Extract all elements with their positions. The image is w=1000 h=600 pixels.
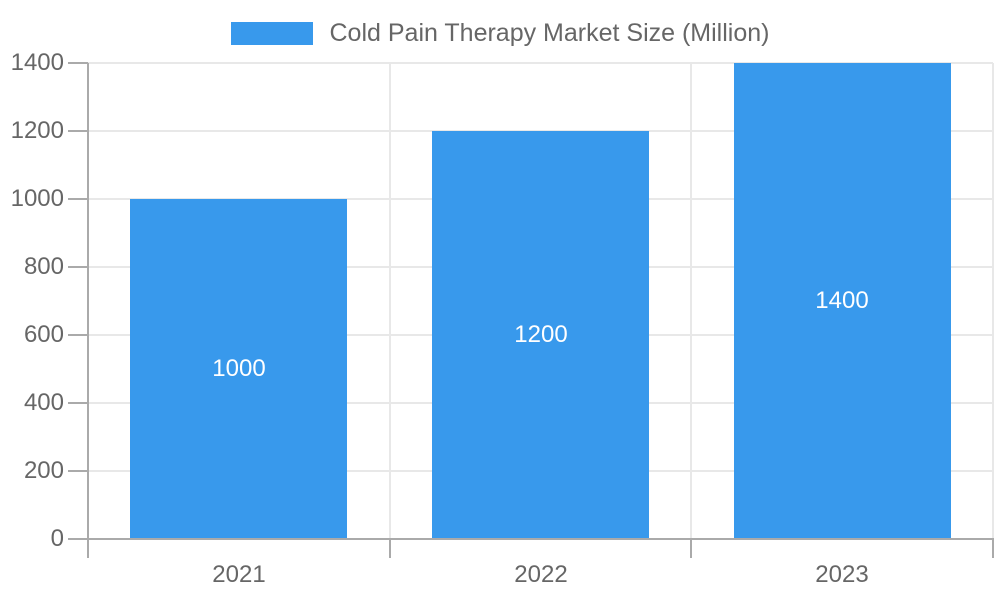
y-axis-tick — [68, 130, 88, 132]
x-tick-label: 2022 — [514, 561, 568, 588]
x-tick-label: 2023 — [815, 561, 869, 588]
x-axis-tick — [690, 539, 693, 558]
gridline-horizontal — [88, 62, 993, 64]
y-tick-label: 1400 — [10, 49, 64, 76]
y-axis-tick — [68, 470, 88, 472]
bar-2023[interactable] — [734, 63, 951, 539]
y-tick-label: 400 — [23, 389, 64, 416]
x-axis-tick — [388, 539, 391, 558]
bar-value-label: 1000 — [212, 355, 266, 382]
bar-2021[interactable] — [130, 199, 347, 539]
gridline-vertical — [690, 63, 693, 539]
chart-legend[interactable]: Cold Pain Therapy Market Size (Million) — [0, 16, 1000, 50]
gridline-vertical — [992, 63, 994, 539]
y-axis-line — [87, 63, 89, 541]
x-axis-tick — [87, 539, 89, 558]
y-axis-tick — [68, 538, 88, 540]
y-tick-label: 1200 — [10, 117, 64, 144]
y-tick-label: 800 — [23, 253, 64, 280]
y-tick-label: 600 — [23, 321, 64, 348]
x-axis-line — [87, 538, 994, 540]
gridline-vertical — [388, 63, 391, 539]
bar-2022[interactable] — [432, 131, 649, 539]
y-axis-tick — [68, 402, 88, 404]
bar-value-label: 1200 — [514, 321, 568, 348]
y-tick-label: 200 — [23, 457, 64, 484]
x-tick-label: 2021 — [212, 561, 266, 588]
x-axis-tick — [992, 539, 994, 558]
y-axis-tick — [68, 198, 88, 200]
y-tick-label: 1000 — [10, 185, 64, 212]
bar-value-label: 1400 — [815, 287, 869, 314]
legend-label: Cold Pain Therapy Market Size (Million) — [329, 18, 770, 47]
y-tick-label: 0 — [50, 525, 64, 552]
legend-swatch-icon — [230, 21, 313, 45]
y-axis-tick — [68, 334, 88, 336]
y-axis-tick — [68, 62, 88, 64]
y-axis-tick — [68, 266, 88, 268]
